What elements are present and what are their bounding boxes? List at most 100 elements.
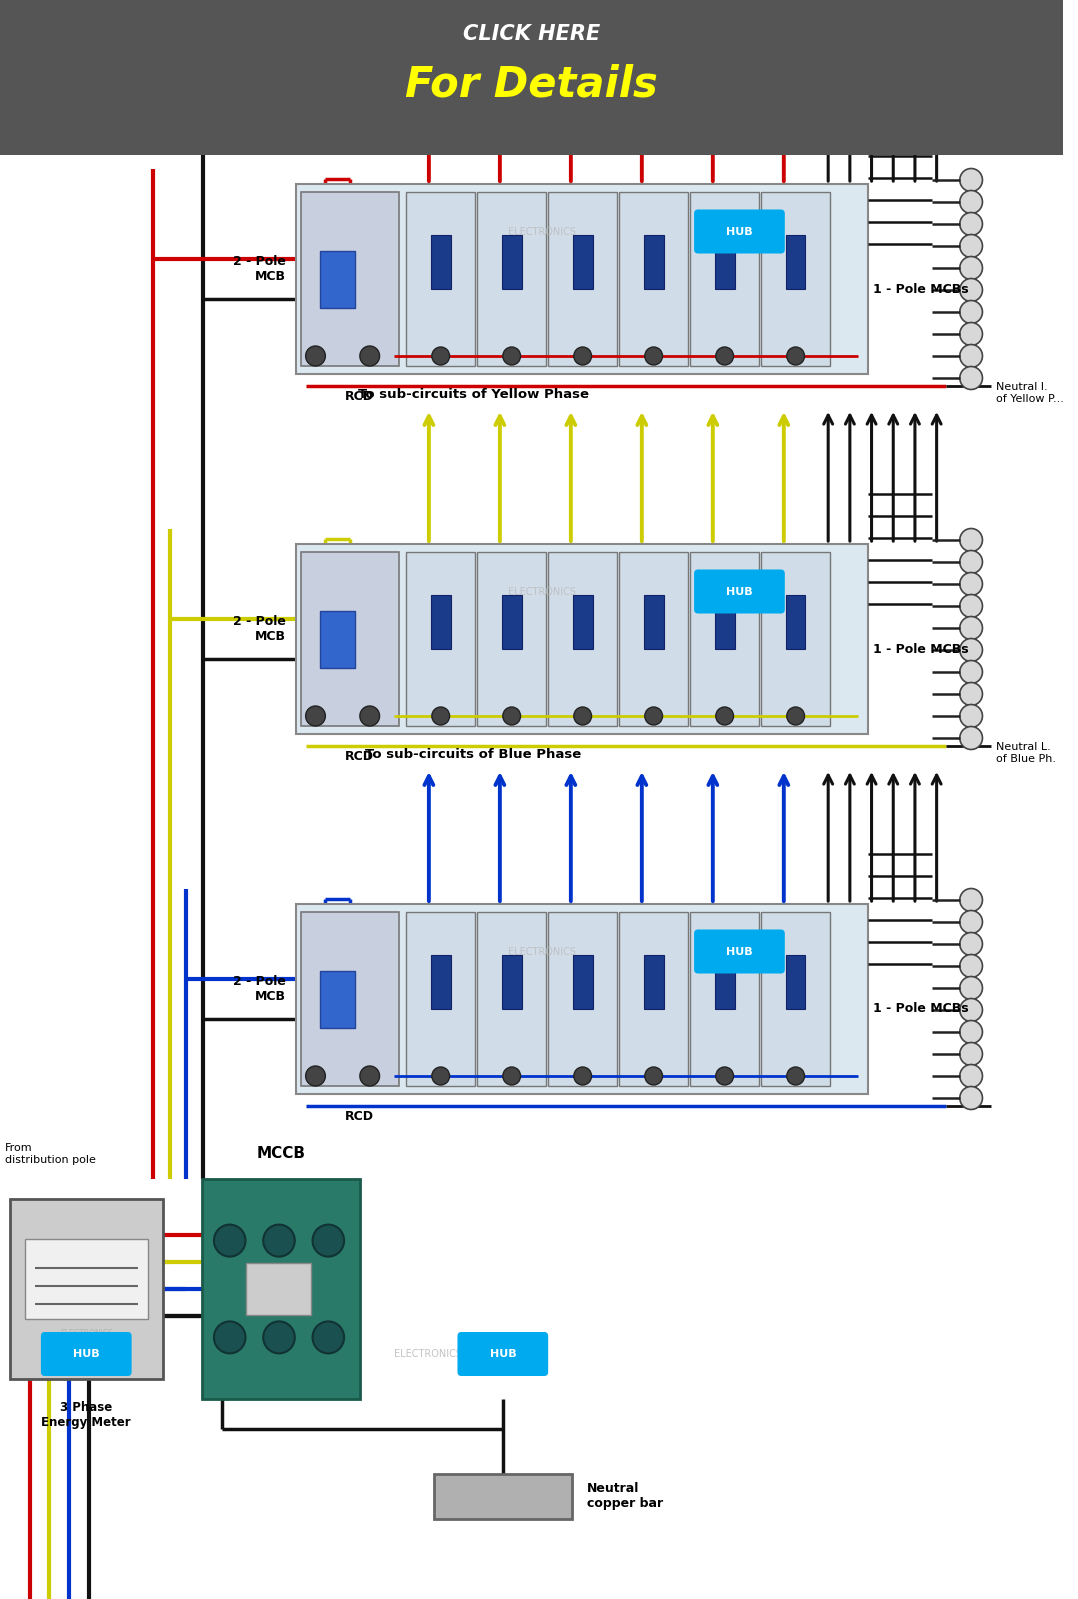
Bar bbox=[761, 911, 830, 1086]
Text: MCCB: MCCB bbox=[257, 1146, 305, 1161]
Text: HUB: HUB bbox=[727, 227, 752, 237]
Bar bbox=[247, 1263, 310, 1316]
Text: ELECTRONICS: ELECTRONICS bbox=[60, 1329, 113, 1338]
Text: Neutral l.
of Yellow P...: Neutral l. of Yellow P... bbox=[996, 382, 1064, 405]
Text: To sub-circuits of Blue Phase: To sub-circuits of Blue Phase bbox=[365, 748, 581, 761]
Text: 2 - Pole
MCB: 2 - Pole MCB bbox=[233, 616, 286, 643]
Bar bbox=[406, 911, 475, 1086]
Bar bbox=[715, 235, 734, 288]
Bar bbox=[761, 552, 830, 726]
Bar bbox=[572, 955, 593, 1009]
Text: From
distribution pole: From distribution pole bbox=[5, 1143, 96, 1164]
Text: ELECTRONICS: ELECTRONICS bbox=[508, 587, 577, 596]
Text: To sub-circuits of Red Phase: To sub-circuits of Red Phase bbox=[368, 29, 579, 42]
Circle shape bbox=[313, 1321, 344, 1353]
Circle shape bbox=[959, 617, 982, 640]
Bar bbox=[715, 595, 734, 649]
Text: 1 - Pole MCBs: 1 - Pole MCBs bbox=[872, 1003, 968, 1015]
Text: Neutral
copper bar: Neutral copper bar bbox=[586, 1482, 663, 1511]
FancyBboxPatch shape bbox=[457, 1332, 549, 1377]
Circle shape bbox=[787, 347, 804, 365]
Circle shape bbox=[502, 347, 521, 365]
FancyBboxPatch shape bbox=[41, 1332, 132, 1377]
Bar bbox=[549, 911, 618, 1086]
Bar bbox=[549, 552, 618, 726]
Circle shape bbox=[959, 1065, 982, 1087]
Bar bbox=[690, 552, 759, 726]
Bar bbox=[478, 911, 547, 1086]
Text: HUB: HUB bbox=[73, 1350, 99, 1359]
Circle shape bbox=[502, 1067, 521, 1086]
Circle shape bbox=[959, 1086, 982, 1110]
Circle shape bbox=[959, 705, 982, 728]
Circle shape bbox=[959, 955, 982, 977]
Bar bbox=[301, 552, 399, 726]
Text: 3 Phase
Energy Meter: 3 Phase Energy Meter bbox=[41, 1401, 132, 1430]
Circle shape bbox=[645, 1067, 663, 1086]
Circle shape bbox=[573, 1067, 592, 1086]
Circle shape bbox=[959, 1043, 982, 1065]
Circle shape bbox=[959, 1020, 982, 1044]
Bar bbox=[478, 552, 547, 726]
Bar bbox=[431, 235, 451, 288]
Circle shape bbox=[573, 347, 592, 365]
Circle shape bbox=[959, 190, 982, 214]
Bar bbox=[295, 544, 868, 734]
Circle shape bbox=[959, 235, 982, 257]
Circle shape bbox=[959, 572, 982, 595]
Circle shape bbox=[306, 345, 326, 366]
Circle shape bbox=[432, 707, 450, 724]
Circle shape bbox=[959, 977, 982, 999]
Text: ELECTRONICS: ELECTRONICS bbox=[508, 227, 577, 237]
Circle shape bbox=[959, 550, 982, 574]
Text: 1 - Pole MCBs: 1 - Pole MCBs bbox=[872, 643, 968, 656]
Bar bbox=[644, 595, 664, 649]
Text: ELECTRONICS: ELECTRONICS bbox=[508, 947, 577, 956]
Text: RCD: RCD bbox=[345, 750, 374, 763]
Bar bbox=[619, 192, 688, 366]
Bar bbox=[295, 903, 868, 1094]
Text: 1 - Pole MCBs: 1 - Pole MCBs bbox=[872, 283, 968, 296]
Bar bbox=[502, 235, 522, 288]
Bar bbox=[320, 251, 355, 307]
FancyBboxPatch shape bbox=[694, 209, 785, 254]
Circle shape bbox=[645, 347, 663, 365]
Circle shape bbox=[959, 910, 982, 934]
Circle shape bbox=[787, 1067, 804, 1086]
Circle shape bbox=[959, 168, 982, 192]
Bar bbox=[406, 552, 475, 726]
Bar bbox=[761, 192, 830, 366]
Bar bbox=[431, 595, 451, 649]
Circle shape bbox=[432, 347, 450, 365]
Circle shape bbox=[959, 529, 982, 552]
Bar bbox=[715, 955, 734, 1009]
Bar bbox=[431, 955, 451, 1009]
Bar bbox=[786, 595, 805, 649]
Text: CLICK HERE: CLICK HERE bbox=[462, 24, 600, 45]
Bar bbox=[202, 1178, 360, 1399]
Circle shape bbox=[432, 1067, 450, 1086]
Circle shape bbox=[959, 595, 982, 617]
Circle shape bbox=[959, 278, 982, 302]
Circle shape bbox=[959, 638, 982, 662]
Circle shape bbox=[313, 1225, 344, 1257]
Bar bbox=[572, 595, 593, 649]
Circle shape bbox=[360, 707, 379, 726]
Bar bbox=[478, 192, 547, 366]
Circle shape bbox=[959, 323, 982, 345]
Circle shape bbox=[959, 726, 982, 750]
Bar bbox=[25, 1239, 148, 1319]
Text: HUB: HUB bbox=[727, 587, 752, 596]
Bar bbox=[10, 1199, 163, 1378]
Bar bbox=[549, 192, 618, 366]
Text: For Details: For Details bbox=[405, 62, 658, 106]
Bar bbox=[690, 911, 759, 1086]
Circle shape bbox=[959, 213, 982, 235]
Bar bbox=[406, 192, 475, 366]
Text: ELECTRONICS: ELECTRONICS bbox=[395, 1350, 462, 1359]
Text: HUB: HUB bbox=[727, 947, 752, 956]
Bar bbox=[301, 192, 399, 366]
Circle shape bbox=[306, 1067, 326, 1086]
Circle shape bbox=[573, 707, 592, 724]
Bar bbox=[320, 971, 355, 1028]
